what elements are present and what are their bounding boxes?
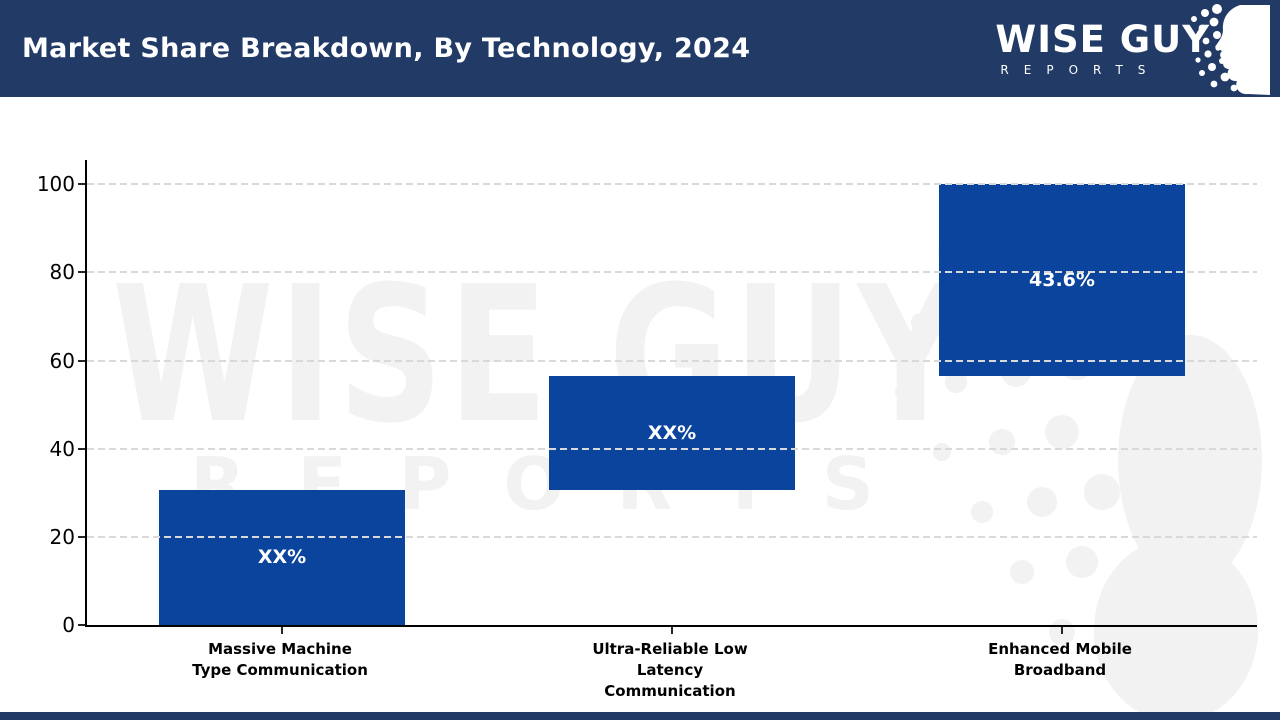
y-tick-label-0: 0 [62, 613, 75, 637]
x-tick-mark-2 [1061, 627, 1063, 634]
gridline-100 [87, 183, 1257, 186]
x-category-label-line: Ultra-Reliable Low [592, 640, 748, 658]
bar-value-label-0: XX% [257, 546, 307, 569]
page-title: Market Share Breakdown, By Technology, 2… [22, 33, 751, 64]
plot-area: 0 20 40 60 80 100 XX% XX% 43.6% [37, 160, 1257, 637]
bar-segment-2: 43.6% [939, 184, 1185, 377]
watermark-wordmark: WISE GUY [112, 246, 969, 465]
bar-segment-1: XX% [549, 376, 795, 490]
x-category-label-0: Massive Machine Type Communication [192, 639, 368, 681]
bar-value-label-1: XX% [647, 422, 697, 445]
y-tick-mark-20 [78, 535, 85, 538]
logo-sub-text: REPORTS [1000, 62, 1161, 77]
x-category-label-line: Type Communication [192, 661, 368, 679]
header-bar: Market Share Breakdown, By Technology, 2… [0, 0, 1280, 97]
x-category-label-line: Communication [604, 682, 736, 700]
y-tick-mark-100 [78, 183, 85, 186]
x-tick-mark-0 [280, 627, 283, 634]
x-category-label-line: Broadband [1013, 661, 1107, 679]
logo-name-text: WISE GUY [995, 17, 1210, 61]
gridline-40 [87, 447, 1257, 450]
gridline-60 [87, 359, 1257, 362]
x-category-label-line: Enhanced Mobile [988, 640, 1132, 658]
y-tick-label-20: 20 [49, 524, 75, 549]
x-category-label-line: Latency [636, 661, 704, 679]
y-tick-mark-0 [78, 624, 85, 626]
gridline-20 [87, 535, 1257, 538]
wiseguy-logo-text: WISE GUY REPORTS [995, 21, 1210, 77]
y-tick-mark-80 [78, 271, 85, 274]
bar-segment-0: XX% [159, 489, 405, 625]
bar-value-label-2: 43.6% [1029, 269, 1095, 292]
y-tick-mark-60 [78, 359, 85, 362]
x-tick-mark-1 [671, 627, 673, 634]
footer-bar [0, 712, 1280, 720]
y-tick-label-100: 100 [36, 172, 75, 197]
wiseguy-logo: WISE GUY REPORTS [995, 3, 1280, 95]
x-category-label-2: Enhanced Mobile Broadband [988, 639, 1132, 681]
y-tick-label-80: 80 [49, 260, 75, 285]
x-category-label-line: Massive Machine [208, 640, 352, 658]
y-tick-label-40: 40 [49, 436, 75, 461]
x-category-label-1: Ultra-Reliable Low Latency Communication [592, 639, 747, 702]
y-tick-label-60: 60 [49, 348, 75, 373]
y-tick-mark-40 [78, 447, 85, 450]
face-profile-icon [1188, 3, 1270, 95]
gridline-80 [87, 271, 1257, 274]
